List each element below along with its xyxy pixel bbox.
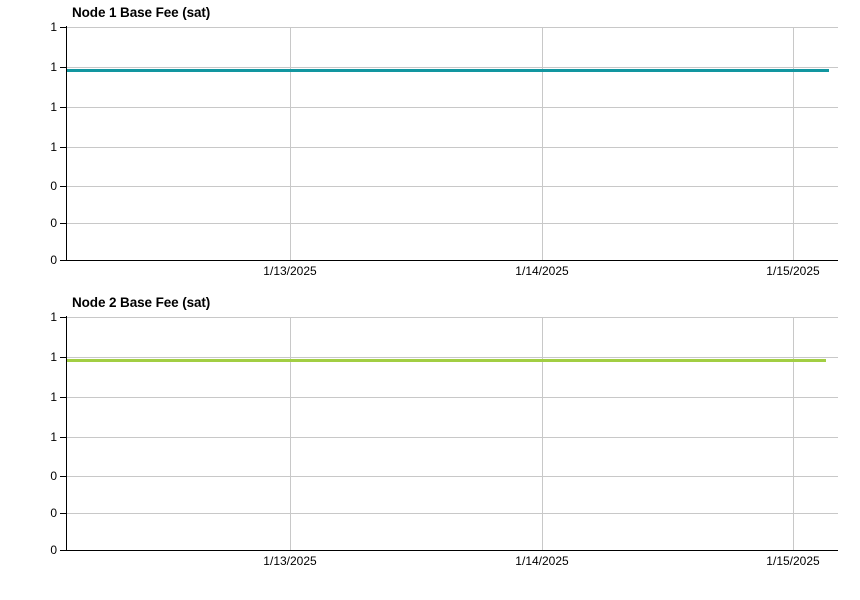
chart-panel-node-1: Node 1 Base Fee (sat) 1 1 1 1 0 0 0 1/13/2025 1…: [0, 0, 860, 290]
y-axis-tick-mark: [60, 147, 66, 149]
gridline-horizontal: [66, 513, 838, 514]
y-axis-tick-label-node-2-1: 1: [50, 350, 57, 364]
x-axis-tick-label-node-2-2: 1/15/2025: [766, 554, 820, 568]
y-axis-tick-label-wrap: 0: [0, 180, 57, 192]
y-axis-tick-mark: [60, 317, 66, 319]
gridline-vertical: [542, 27, 543, 260]
x-axis-line-node-1: [66, 260, 838, 262]
x-axis-tick-label-node-1-0: 1/13/2025: [263, 264, 317, 278]
y-axis-tick-mark: [60, 476, 66, 478]
gridline-vertical: [290, 317, 291, 550]
plot-area-node-1: [66, 27, 838, 260]
y-axis-tick-label-wrap: 0: [0, 544, 57, 556]
y-axis-tick-label-node-2-6: 0: [50, 543, 57, 557]
gridline-horizontal: [66, 397, 838, 398]
y-axis-tick-label-wrap: 1: [0, 351, 57, 363]
y-axis-tick-label-node-1-2: 1: [50, 100, 57, 114]
y-axis-tick-mark: [60, 27, 66, 29]
gridline-horizontal: [66, 186, 838, 187]
gridline-vertical: [542, 317, 543, 550]
gridline-horizontal: [66, 317, 838, 318]
data-line-node-1: [67, 69, 829, 72]
y-axis-tick-label-wrap: 1: [0, 141, 57, 153]
y-axis-tick-label-wrap: 0: [0, 470, 57, 482]
plot-area-node-2: [66, 317, 838, 550]
data-line-node-2: [67, 359, 826, 362]
x-axis-tick-label-node-2-0: 1/13/2025: [263, 554, 317, 568]
y-axis-tick-label-wrap: 1: [0, 21, 57, 33]
y-axis-tick-label-node-2-2: 1: [50, 390, 57, 404]
y-axis-tick-label-node-2-5: 0: [50, 506, 57, 520]
y-axis-tick-mark: [60, 357, 66, 359]
y-axis-tick-label-wrap: 1: [0, 101, 57, 113]
y-axis-tick-label-node-1-5: 0: [50, 216, 57, 230]
y-axis-line-node-2: [66, 316, 68, 551]
y-axis-tick-mark: [60, 186, 66, 188]
y-axis-tick-label-wrap: 0: [0, 507, 57, 519]
y-axis-tick-label-node-1-3: 1: [50, 140, 57, 154]
x-axis-tick-label-node-1-2: 1/15/2025: [766, 264, 820, 278]
gridline-horizontal: [66, 147, 838, 148]
y-axis-tick-label-wrap: 1: [0, 391, 57, 403]
x-axis-line-node-2: [66, 550, 838, 552]
y-axis-tick-label-wrap: 0: [0, 254, 57, 266]
gridline-vertical: [793, 27, 794, 260]
y-axis-tick-mark: [60, 513, 66, 515]
gridline-horizontal: [66, 107, 838, 108]
y-axis-tick-label-node-2-4: 0: [50, 469, 57, 483]
y-axis-tick-label-node-2-3: 1: [50, 430, 57, 444]
chart-title-node-2: Node 2 Base Fee (sat): [72, 295, 211, 310]
y-axis-tick-label-node-1-1: 1: [50, 60, 57, 74]
y-axis-tick-mark: [60, 107, 66, 109]
gridline-vertical: [290, 27, 291, 260]
y-axis-tick-mark: [60, 67, 66, 69]
chart-panel-node-2: Node 2 Base Fee (sat) 1 1 1 1 0 0 0 1/13/2025 1…: [0, 290, 860, 580]
gridline-horizontal: [66, 437, 838, 438]
y-axis-tick-mark: [60, 223, 66, 225]
y-axis-tick-mark: [60, 397, 66, 399]
y-axis-tick-label-node-2-0: 1: [50, 310, 57, 324]
y-axis-line-node-1: [66, 26, 68, 261]
gridline-horizontal: [66, 476, 838, 477]
y-axis-tick-label-node-1-4: 0: [50, 179, 57, 193]
gridline-horizontal: [66, 223, 838, 224]
gridline-horizontal: [66, 357, 838, 358]
x-axis-tick-label-node-2-1: 1/14/2025: [515, 554, 569, 568]
x-axis-tick-label-node-1-1: 1/14/2025: [515, 264, 569, 278]
y-axis-tick-mark: [60, 260, 66, 262]
gridline-horizontal: [66, 27, 838, 28]
y-axis-tick-mark: [60, 550, 66, 552]
y-axis-tick-label-node-1-0: 1: [50, 20, 57, 34]
gridline-vertical: [793, 317, 794, 550]
y-axis-tick-label-wrap: 0: [0, 217, 57, 229]
chart-title-node-1: Node 1 Base Fee (sat): [72, 5, 211, 20]
y-axis-tick-label-wrap: 1: [0, 431, 57, 443]
y-axis-tick-label-node-1-6: 0: [50, 253, 57, 267]
y-axis-tick-label-wrap: 1: [0, 311, 57, 323]
y-axis-tick-label-wrap: 1: [0, 61, 57, 73]
gridline-horizontal: [66, 67, 838, 68]
y-axis-tick-mark: [60, 437, 66, 439]
